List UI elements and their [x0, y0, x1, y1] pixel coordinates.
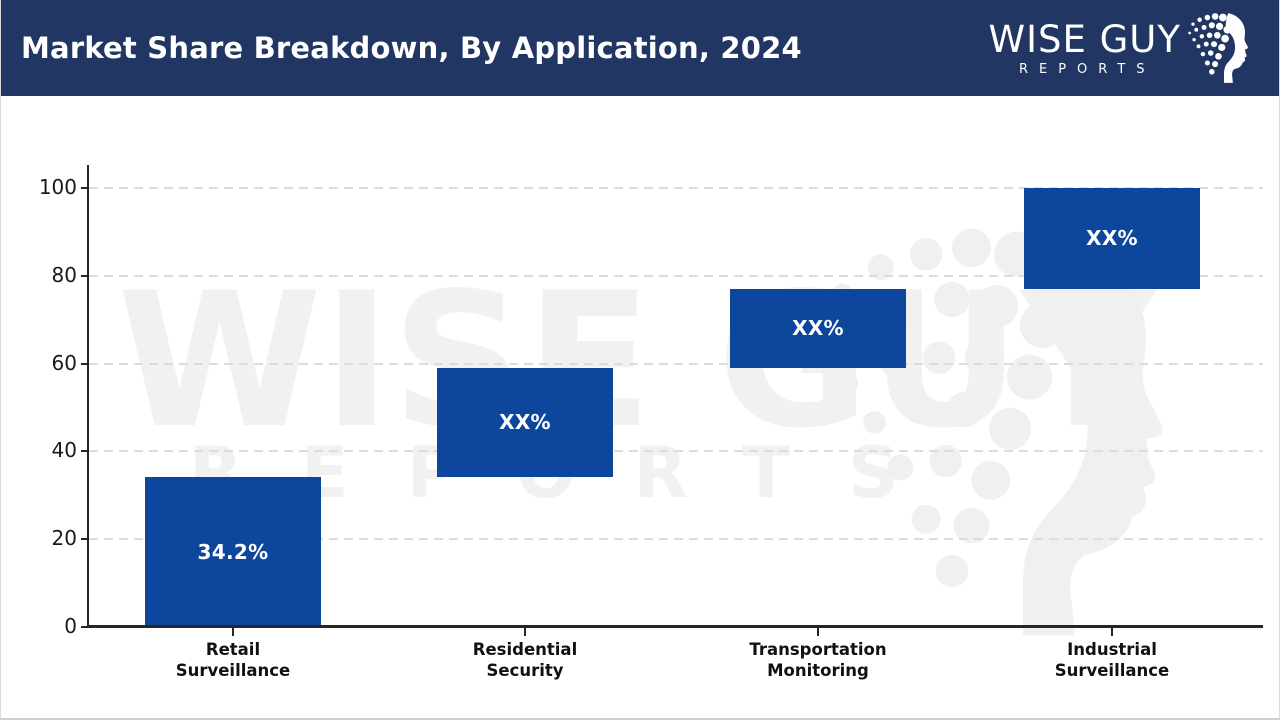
gridline-100 [89, 187, 1263, 189]
bar-value-label-residential-security: XX% [499, 410, 551, 435]
bar-value-label-retail-surveillance: 34.2% [197, 539, 269, 564]
x-label-industrial-surveillance: Industrial Surveillance [1054, 640, 1170, 680]
bar-retail-surveillance: 34.2% [145, 476, 321, 627]
x-label-retail-surveillance: Retail Surveillance [175, 640, 291, 680]
gridline-20 [89, 538, 1263, 541]
x-tick-industrial-surveillance [1111, 628, 1113, 636]
gridline-60 [89, 362, 1263, 365]
bar-transportation-monitoring: XX% [730, 288, 906, 368]
x-label-transportation-monitoring: Transportation Monitoring [749, 640, 887, 680]
x-label-residential-security: Residential Security [472, 640, 578, 680]
bar-residential-security: XX% [437, 367, 613, 477]
x-tick-transportation-monitoring [817, 628, 819, 636]
header-bar: Market Share Breakdown, By Application, … [1, 0, 1279, 96]
gridline-40 [89, 450, 1263, 453]
y-tick-label-0: 0 [64, 614, 77, 638]
y-tick-80 [81, 274, 89, 277]
y-tick-100 [81, 187, 89, 189]
logo-wordmark: WISE GUY [988, 17, 1181, 61]
y-tick-label-100: 100 [38, 175, 77, 199]
x-axis-line [87, 625, 1263, 628]
y-tick-20 [81, 538, 89, 541]
x-tick-retail-surveillance [232, 628, 234, 636]
y-tick-label-60: 60 [51, 350, 77, 375]
wiseguy-face-icon [1188, 13, 1248, 83]
bar-industrial-surveillance: XX% [1024, 188, 1200, 289]
y-tick-60 [81, 362, 89, 365]
y-tick-label-20: 20 [51, 526, 77, 551]
y-tick-40 [81, 450, 89, 453]
logo-subtitle: REPORTS [1018, 61, 1156, 77]
x-tick-residential-security [524, 628, 526, 636]
y-tick-0 [81, 626, 89, 628]
bar-value-label-transportation-monitoring: XX% [792, 316, 844, 341]
wiseguy-logo: WISE GUY REPORTS [989, 6, 1255, 90]
y-axis-line [87, 165, 89, 627]
y-tick-label-40: 40 [51, 438, 77, 463]
gridline-80 [89, 274, 1263, 277]
chart-title: Market Share Breakdown, By Application, … [21, 31, 802, 65]
bar-value-label-industrial-surveillance: XX% [1086, 226, 1138, 251]
y-tick-label-80: 80 [51, 262, 77, 287]
